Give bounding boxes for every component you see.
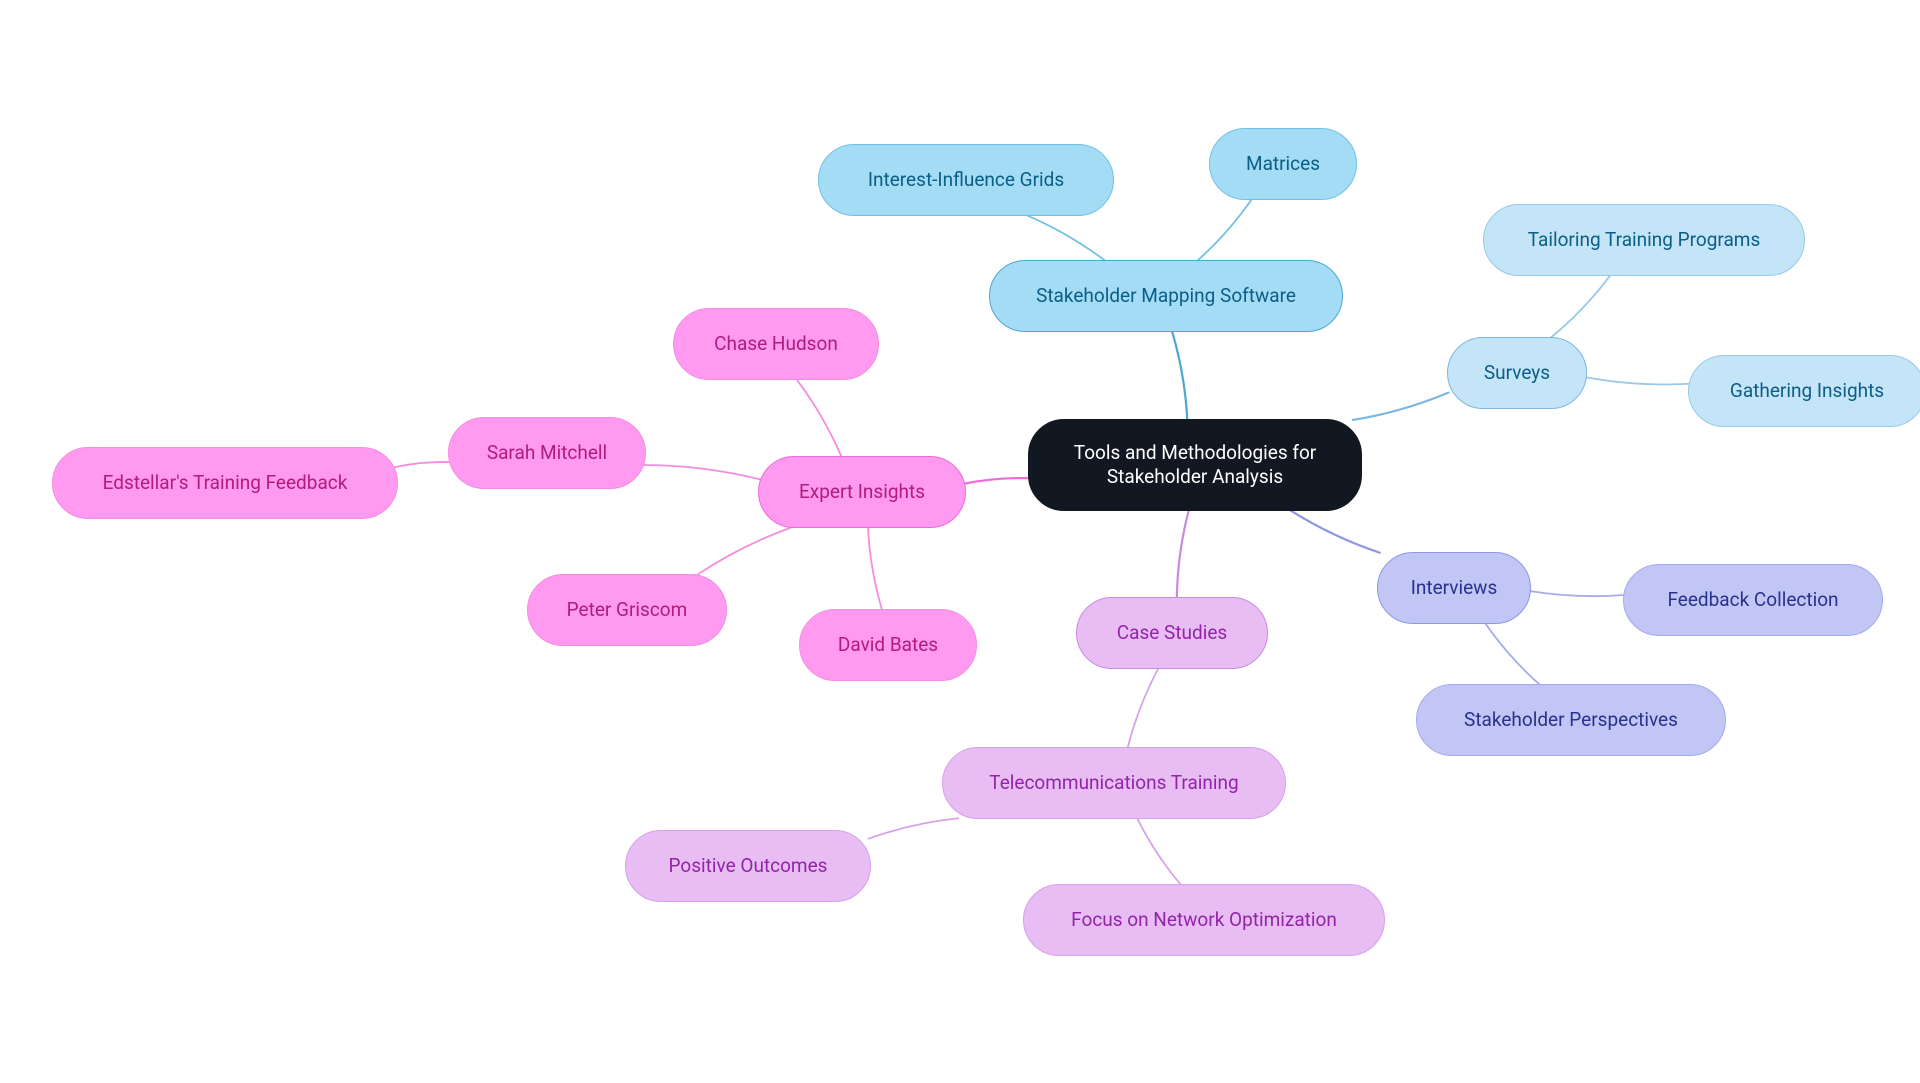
node-interviews-perspectives: Stakeholder Perspectives	[1416, 684, 1726, 756]
node-label: Stakeholder Mapping Software	[1036, 284, 1296, 308]
node-label: Peter Griscom	[567, 598, 688, 622]
node-sms-matrices: Matrices	[1209, 128, 1357, 200]
node-label: Matrices	[1246, 152, 1320, 176]
node-label: Interviews	[1411, 576, 1498, 600]
node-label: Tailoring Training Programs	[1528, 228, 1761, 252]
edge	[1485, 623, 1539, 684]
node-expert: Expert Insights	[758, 456, 966, 528]
node-sms: Stakeholder Mapping Software	[989, 260, 1343, 332]
node-case-telecom: Telecommunications Training	[942, 747, 1286, 819]
edge	[964, 478, 1031, 484]
node-label: Gathering Insights	[1730, 379, 1884, 403]
node-root: Tools and Methodologies for Stakeholder …	[1028, 419, 1362, 511]
node-label: Tools and Methodologies for Stakeholder …	[1074, 441, 1316, 489]
node-surveys: Surveys	[1447, 337, 1587, 409]
node-expert-peter: Peter Griscom	[527, 574, 727, 646]
edge	[1586, 377, 1691, 384]
node-label: David Bates	[838, 633, 938, 657]
node-case-positive: Positive Outcomes	[625, 830, 871, 902]
edge	[697, 527, 791, 574]
node-surveys-gathering: Gathering Insights	[1688, 355, 1920, 427]
edge	[1172, 331, 1187, 420]
edge	[1128, 668, 1159, 747]
edge	[1551, 275, 1611, 337]
edge	[1290, 510, 1380, 553]
node-interviews-feedback: Feedback Collection	[1623, 564, 1883, 636]
node-label: Focus on Network Optimization	[1071, 908, 1337, 932]
node-label: Case Studies	[1117, 621, 1227, 645]
node-label: Surveys	[1484, 361, 1550, 385]
node-label: Positive Outcomes	[669, 854, 828, 878]
node-label: Expert Insights	[799, 480, 925, 504]
edge	[868, 527, 882, 609]
node-expert-edstellar: Edstellar's Training Feedback	[52, 447, 398, 519]
node-expert-chase: Chase Hudson	[673, 308, 879, 380]
edge	[1137, 818, 1181, 884]
edge	[1197, 199, 1251, 260]
node-label: Stakeholder Perspectives	[1464, 708, 1678, 732]
node-surveys-tailoring: Tailoring Training Programs	[1483, 204, 1805, 276]
edge	[1529, 591, 1625, 596]
edge	[395, 462, 450, 467]
edge	[1027, 215, 1105, 260]
edge	[869, 818, 959, 838]
node-label: Feedback Collection	[1667, 588, 1838, 612]
edge	[1353, 393, 1449, 420]
edge	[1177, 510, 1189, 598]
node-label: Interest-Influence Grids	[868, 168, 1064, 192]
node-label: Telecommunications Training	[989, 771, 1238, 795]
node-case: Case Studies	[1076, 597, 1268, 669]
node-label: Edstellar's Training Feedback	[103, 471, 348, 495]
edge	[797, 379, 842, 456]
node-label: Chase Hudson	[714, 332, 838, 356]
node-expert-sarah: Sarah Mitchell	[448, 417, 646, 489]
node-sms-iig: Interest-Influence Grids	[818, 144, 1114, 216]
node-case-network: Focus on Network Optimization	[1023, 884, 1385, 956]
edge	[644, 465, 760, 479]
node-label: Sarah Mitchell	[487, 441, 607, 465]
node-interviews: Interviews	[1377, 552, 1531, 624]
mindmap-canvas: Tools and Methodologies for Stakeholder …	[0, 0, 1920, 1083]
node-expert-david: David Bates	[799, 609, 977, 681]
